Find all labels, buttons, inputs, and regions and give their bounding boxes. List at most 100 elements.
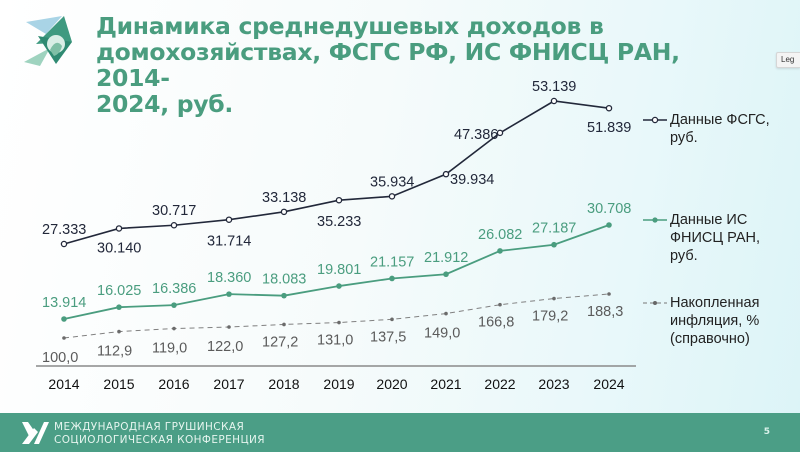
- data-label: 47.386: [454, 127, 498, 143]
- conference-logo-icon: [24, 16, 72, 66]
- footer-bar: МЕЖДУНАРОДНАЯ ГРУШИНСКАЯ СОЦИОЛОГИЧЕСКАЯ…: [0, 413, 800, 452]
- data-point-marker: [281, 292, 287, 299]
- series-fsgs: 27.333 30.140 30.717 31.714 33.138 35.233 35.9…: [42, 79, 631, 256]
- data-label: 27.187: [532, 221, 576, 237]
- data-point-marker: [62, 336, 66, 340]
- data-point-marker: [497, 248, 503, 254]
- data-label: 119,0: [152, 341, 187, 357]
- data-point-marker: [607, 292, 611, 296]
- x-axis-tick-label: 2019: [323, 376, 354, 392]
- roman-numeral-xv-logo-icon: [22, 422, 49, 444]
- x-axis-tick-label: 2018: [268, 376, 299, 392]
- data-label: 27.333: [42, 222, 86, 238]
- legend-label: Данные ИС: [670, 212, 748, 228]
- legend-label: ФНИСЦ РАН,: [670, 230, 761, 246]
- title-line-3: 2024, руб.: [96, 90, 233, 118]
- data-point-marker: [171, 302, 177, 308]
- data-point-marker: [496, 129, 504, 137]
- data-point-marker: [280, 208, 288, 216]
- conference-name: МЕЖДУНАРОДНАЯ ГРУШИНСКАЯ СОЦИОЛОГИЧЕСКАЯ…: [54, 421, 265, 446]
- data-label: 188,3: [587, 304, 623, 320]
- data-point-marker: [61, 316, 67, 322]
- title-line-1: Динамика среднедушевых доходов в: [96, 12, 604, 40]
- data-label: 127,2: [262, 334, 298, 350]
- data-point-marker: [551, 241, 557, 248]
- data-label: 18.360: [207, 270, 251, 286]
- data-label: 16.025: [97, 283, 141, 299]
- data-point-marker: [605, 104, 613, 112]
- data-point-marker: [227, 325, 231, 329]
- page-number: 5: [763, 427, 770, 437]
- x-axis-tick-label: 2024: [593, 376, 624, 392]
- data-point-marker: [390, 317, 394, 322]
- data-label: 13.914: [42, 295, 86, 311]
- data-point-marker: [115, 225, 123, 232]
- data-point-marker: [335, 196, 343, 204]
- data-label: 179,2: [532, 309, 568, 325]
- data-point-marker: [606, 222, 612, 228]
- data-point-marker: [444, 311, 448, 316]
- legend-label: инфляция, %: [670, 313, 760, 329]
- data-point-marker: [552, 296, 556, 301]
- data-label: 31.714: [207, 234, 251, 250]
- series-inflation: 100,0 112,9 119,0 122,0 127,2 131,0 137,5 149,0…: [42, 292, 623, 366]
- data-label: 21.157: [370, 254, 414, 270]
- data-point-marker: [389, 275, 395, 282]
- legend-label: Накопленная: [670, 295, 760, 311]
- data-label: 18.083: [262, 272, 306, 288]
- legend-item-inflation: Накопленная инфляция, % (справочно): [670, 294, 759, 348]
- footer-line-2: СОЦИОЛОГИЧЕСКАЯ КОНФЕРЕНЦИЯ: [54, 433, 265, 446]
- data-point-marker: [550, 97, 558, 105]
- data-label: 39.934: [450, 172, 494, 188]
- legend-marker-fsgs-icon: [643, 116, 667, 124]
- data-label: 149,0: [424, 326, 460, 342]
- data-point-marker: [388, 193, 396, 200]
- x-axis-tick-label: 2017: [213, 376, 244, 392]
- x-axis-tick-label: 2020: [376, 376, 407, 392]
- data-label: 30.717: [152, 203, 196, 219]
- data-label: 33.138: [262, 190, 306, 206]
- data-point-marker: [117, 329, 121, 334]
- legend-tab-button[interactable]: Leg: [776, 52, 800, 68]
- data-point-marker: [225, 216, 233, 223]
- x-axis-tick-label: 2023: [538, 376, 569, 392]
- data-label: 51.839: [587, 120, 631, 136]
- data-point-marker: [116, 304, 122, 310]
- data-label: 26.082: [478, 227, 522, 243]
- legend-label: (справочно): [670, 331, 750, 347]
- legend-item-fsgs: Данные ФСГС, руб.: [670, 111, 770, 147]
- x-axis-tick-label: 2015: [103, 376, 134, 392]
- legend-label: Данные ФСГС,: [670, 112, 770, 128]
- data-label: 35.233: [317, 214, 361, 230]
- data-point-marker: [172, 326, 176, 331]
- data-point-marker: [282, 322, 286, 327]
- legend-marker-inflation-icon: [643, 301, 667, 305]
- data-label: 16.386: [152, 281, 196, 297]
- x-axis-tick-label: 2022: [484, 376, 515, 392]
- title-line-2: домохозяйствах, ФСГС РФ, ИС ФНИСЦ РАН, 2…: [96, 38, 680, 92]
- data-label: 137,5: [370, 329, 406, 345]
- data-label: 19.801: [317, 262, 361, 278]
- legend-label: руб.: [670, 248, 698, 264]
- data-label: 30.140: [97, 240, 141, 256]
- data-label: 122,0: [207, 339, 243, 355]
- data-point-marker: [337, 320, 341, 325]
- series-line: [63, 293, 610, 339]
- data-point-marker: [60, 240, 68, 248]
- data-label: 35.934: [370, 174, 414, 190]
- series-fnisc: 13.914 16.025 16.386 18.360 18.083 19.801 21.1…: [42, 201, 631, 322]
- data-label: 112,9: [97, 344, 132, 360]
- data-point-marker: [443, 271, 449, 278]
- data-label: 100,0: [42, 350, 78, 366]
- data-label: 21.912: [424, 250, 468, 266]
- legend-item-fnisc: Данные ИС ФНИСЦ РАН, руб.: [670, 211, 760, 265]
- data-point-marker: [498, 302, 502, 307]
- data-label: 166,8: [478, 315, 514, 331]
- data-label: 131,0: [317, 333, 353, 349]
- data-point-marker: [226, 291, 232, 297]
- data-label: 53.139: [532, 79, 576, 95]
- data-point-marker: [336, 283, 342, 289]
- x-axis-tick-label: 2014: [48, 376, 79, 392]
- data-label: 30.708: [587, 201, 631, 217]
